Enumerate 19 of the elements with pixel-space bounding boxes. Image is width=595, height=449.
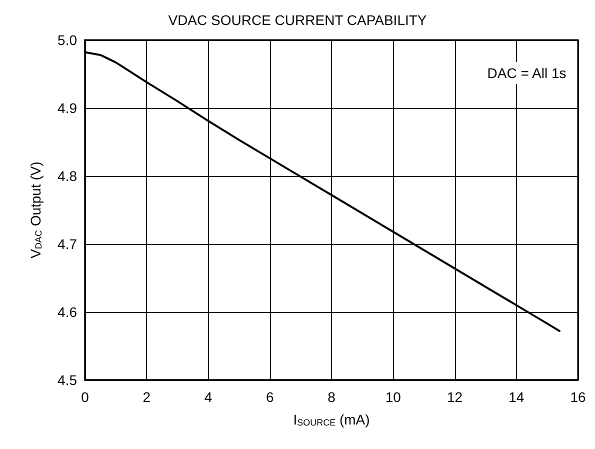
y-axis-title: VDAC Output (V): [28, 162, 44, 258]
y-tick-label: 4.8: [58, 168, 78, 184]
x-tick-label: 4: [204, 389, 212, 405]
x-tick-label: 6: [266, 389, 274, 405]
y-tick-label: 4.5: [58, 372, 78, 388]
y-tick-label: 4.7: [58, 236, 78, 252]
x-tick-label: 0: [81, 389, 90, 405]
x-tick-label: 12: [446, 389, 463, 405]
annotation: DAC = All 1s: [487, 65, 566, 81]
y-tick-label: 4.9: [58, 100, 78, 116]
x-tick-label: 10: [385, 389, 402, 405]
x-tick-label: 8: [328, 389, 336, 405]
y-tick-label: 4.6: [58, 304, 78, 320]
chart-title: VDAC SOURCE CURRENT CAPABILITY: [168, 12, 428, 28]
x-tick-label: 2: [142, 389, 151, 405]
x-axis-title: ISOURCE (mA): [293, 412, 370, 428]
y-tick-label: 5.0: [58, 32, 78, 48]
x-tick-label: 14: [508, 389, 524, 405]
x-tick-label: 16: [570, 389, 586, 405]
